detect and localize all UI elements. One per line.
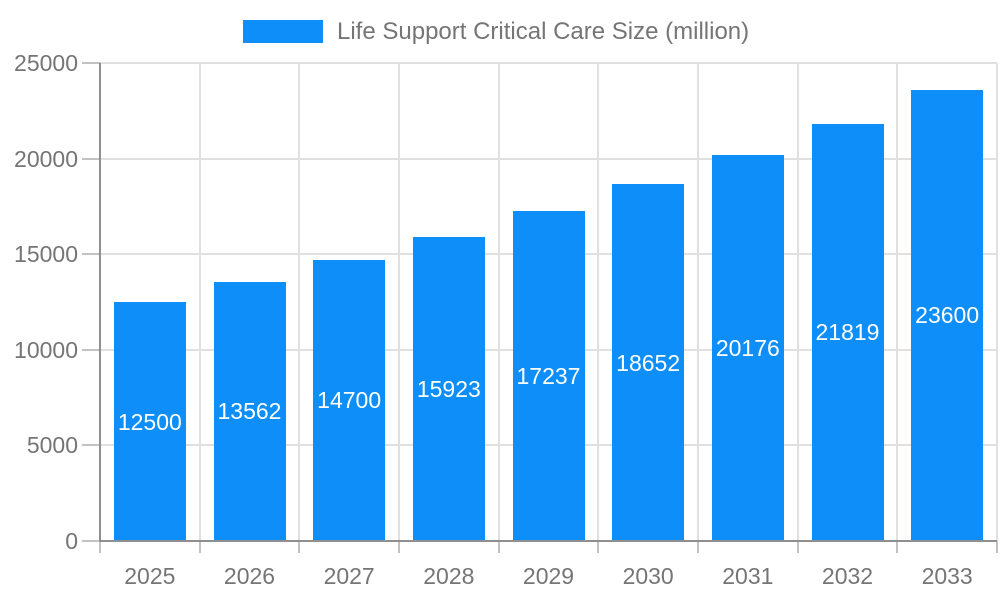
y-axis-tick bbox=[82, 253, 100, 256]
chart-legend[interactable]: Life Support Critical Care Size (million… bbox=[243, 19, 749, 44]
gridline-v bbox=[497, 63, 500, 541]
x-axis-tick bbox=[497, 541, 500, 553]
bar-value-label: 20176 bbox=[715, 335, 780, 362]
y-axis-tick bbox=[82, 157, 100, 160]
y-axis-tick-label: 15000 bbox=[14, 241, 78, 268]
gridline-v bbox=[796, 63, 799, 541]
x-axis-tick bbox=[198, 541, 201, 553]
x-axis-tick-label: 2032 bbox=[821, 563, 874, 589]
gridline-v bbox=[398, 63, 400, 541]
gridline-v bbox=[896, 63, 899, 541]
gridline-h bbox=[100, 62, 997, 64]
gridline-v bbox=[697, 63, 699, 541]
bar-2028 bbox=[412, 236, 485, 541]
y-axis-tick-label: 20000 bbox=[14, 145, 78, 172]
y-axis-tick bbox=[82, 444, 100, 447]
y-axis-tick bbox=[82, 348, 100, 351]
x-axis-tick-label: 2029 bbox=[522, 563, 575, 589]
legend-swatch-icon bbox=[243, 20, 323, 43]
bar-value-label: 14700 bbox=[317, 387, 382, 414]
bar-value-label: 12500 bbox=[117, 408, 182, 435]
y-axis-tick bbox=[82, 540, 100, 542]
bar-value-label: 15923 bbox=[416, 375, 481, 402]
x-axis-tick-label: 2030 bbox=[622, 563, 674, 589]
bar-value-label: 21819 bbox=[815, 319, 880, 346]
x-axis-line bbox=[100, 540, 997, 542]
gridline-v bbox=[198, 63, 201, 541]
bar-2032 bbox=[811, 123, 884, 541]
bar-2027 bbox=[313, 259, 386, 541]
legend-label: Life Support Critical Care Size (million… bbox=[337, 18, 750, 45]
bar-2033 bbox=[911, 89, 984, 541]
bar-value-label: 17237 bbox=[516, 363, 581, 390]
bar-2030 bbox=[612, 184, 685, 541]
y-axis-tick-label: 0 bbox=[65, 528, 78, 554]
x-axis-tick bbox=[896, 541, 899, 553]
bar-2031 bbox=[711, 155, 784, 541]
x-axis-tick-label: 2026 bbox=[223, 563, 276, 589]
gridline-h bbox=[100, 157, 997, 160]
x-axis-tick bbox=[398, 541, 400, 553]
x-axis-tick bbox=[697, 541, 699, 553]
y-axis-tick-label: 5000 bbox=[26, 432, 78, 459]
gridline-v bbox=[996, 63, 998, 541]
bar-2026 bbox=[213, 281, 286, 541]
y-axis-line bbox=[99, 63, 101, 542]
y-axis-tick bbox=[82, 62, 100, 64]
x-axis-tick-label: 2033 bbox=[921, 563, 973, 589]
x-axis-tick bbox=[996, 541, 998, 553]
x-axis-tick-label: 2027 bbox=[323, 563, 375, 589]
gridline-v bbox=[298, 63, 301, 541]
x-axis-tick-label: 2025 bbox=[124, 563, 176, 589]
bar-value-label: 13562 bbox=[217, 398, 282, 425]
x-axis-tick bbox=[597, 541, 600, 553]
x-axis-tick bbox=[298, 541, 301, 553]
x-axis-tick bbox=[99, 541, 101, 553]
bar-2029 bbox=[512, 211, 585, 541]
y-axis-tick-label: 25000 bbox=[14, 50, 78, 76]
bar-2025 bbox=[113, 302, 186, 541]
bar-value-label: 18652 bbox=[616, 349, 681, 376]
y-axis-tick-label: 10000 bbox=[14, 336, 78, 363]
x-axis-tick bbox=[796, 541, 799, 553]
x-axis-tick-label: 2028 bbox=[423, 563, 475, 589]
bar-value-label: 23600 bbox=[915, 302, 980, 329]
gridline-v bbox=[597, 63, 600, 541]
x-axis-tick-label: 2031 bbox=[722, 563, 774, 589]
